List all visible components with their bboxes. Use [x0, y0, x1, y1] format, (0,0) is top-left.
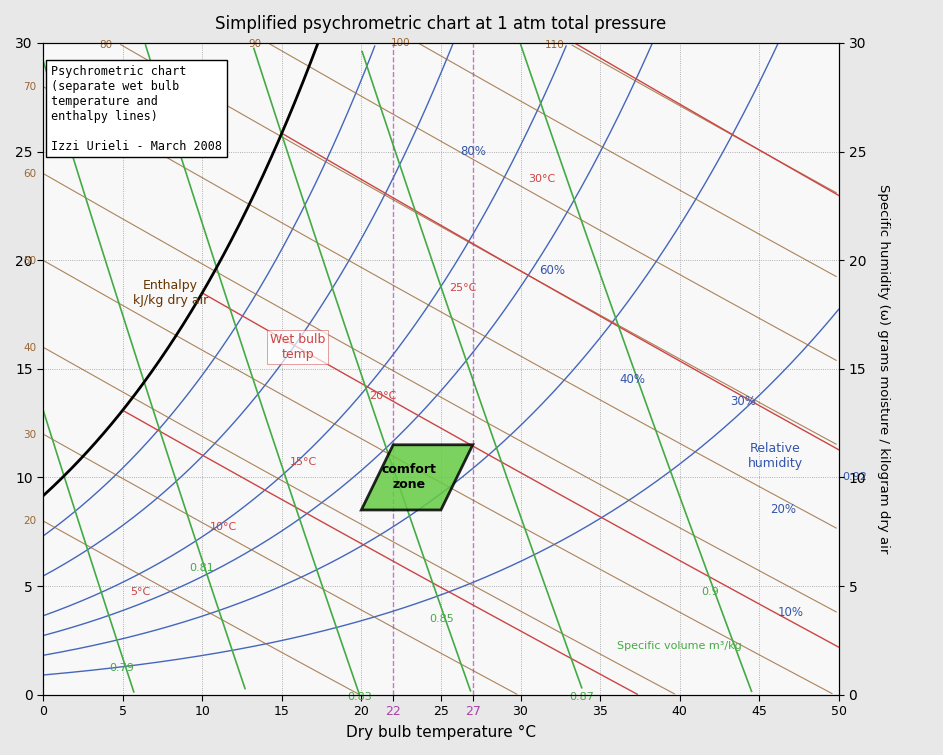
Text: 20: 20 [23, 516, 36, 526]
Text: 40: 40 [23, 343, 36, 353]
Text: 30°C: 30°C [528, 174, 555, 184]
Text: 80%: 80% [460, 145, 486, 158]
Text: Enthalpy
kJ/kg dry air: Enthalpy kJ/kg dry air [133, 279, 208, 307]
Text: 50: 50 [23, 256, 36, 266]
Text: 30: 30 [23, 430, 36, 439]
Polygon shape [361, 445, 472, 510]
Text: 20°C: 20°C [370, 391, 397, 402]
Text: 15°C: 15°C [290, 457, 317, 467]
Text: 70: 70 [23, 82, 36, 92]
Text: 0.87: 0.87 [570, 692, 594, 702]
Text: Wet bulb
temp: Wet bulb temp [270, 333, 325, 361]
Text: 90: 90 [249, 39, 262, 49]
Text: 60: 60 [23, 169, 36, 179]
Text: 0.83: 0.83 [347, 692, 372, 702]
Y-axis label: Specific humidity (ω) grams moisture / kilogram dry air: Specific humidity (ω) grams moisture / k… [877, 184, 890, 553]
Text: comfort
zone: comfort zone [382, 464, 437, 492]
Text: 110: 110 [544, 40, 564, 51]
Text: 0.79: 0.79 [109, 663, 135, 673]
Text: 20%: 20% [770, 504, 796, 516]
Text: 0.92: 0.92 [842, 473, 867, 482]
Text: 25°C: 25°C [449, 282, 476, 293]
Title: Simplified psychrometric chart at 1 atm total pressure: Simplified psychrometric chart at 1 atm … [215, 15, 667, 33]
Text: 60%: 60% [539, 264, 566, 278]
Text: Relative
humidity: Relative humidity [748, 442, 802, 470]
Text: Specific volume m³/kg: Specific volume m³/kg [618, 641, 742, 651]
Text: 0.9: 0.9 [702, 587, 720, 597]
Text: 40%: 40% [619, 373, 645, 386]
Text: 30%: 30% [731, 395, 756, 408]
Text: 80: 80 [100, 40, 113, 50]
Text: 0.81: 0.81 [189, 563, 213, 573]
Text: 5°C: 5°C [130, 587, 151, 597]
Text: 100: 100 [391, 39, 411, 48]
Text: 10%: 10% [778, 606, 804, 618]
Text: 10°C: 10°C [210, 522, 238, 532]
Text: Psychrometric chart
(separate wet bulb
temperature and
enthalpy lines)

Izzi Uri: Psychrometric chart (separate wet bulb t… [51, 65, 222, 153]
Text: 0.85: 0.85 [429, 614, 454, 624]
X-axis label: Dry bulb temperature °C: Dry bulb temperature °C [346, 725, 536, 740]
